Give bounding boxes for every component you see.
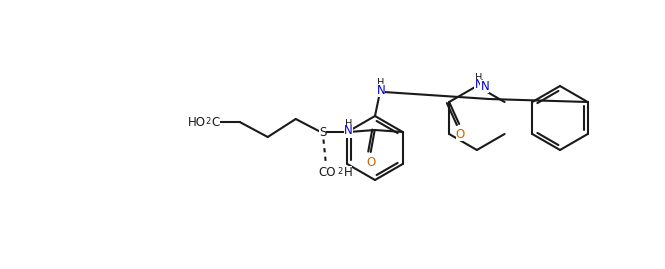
Text: O: O <box>456 128 465 140</box>
Text: C: C <box>211 115 220 129</box>
Text: 2: 2 <box>205 118 211 126</box>
Text: H: H <box>377 78 384 88</box>
Text: H: H <box>475 73 483 83</box>
Text: H: H <box>344 165 352 179</box>
Text: S: S <box>319 126 327 139</box>
Text: N: N <box>376 83 386 97</box>
Text: CO: CO <box>318 165 335 179</box>
Text: 2: 2 <box>338 168 343 176</box>
Text: H: H <box>345 119 352 129</box>
Text: N: N <box>344 125 353 137</box>
Text: N: N <box>475 79 483 91</box>
Text: HO: HO <box>188 115 205 129</box>
Text: O: O <box>366 155 375 168</box>
Text: N: N <box>481 80 489 93</box>
